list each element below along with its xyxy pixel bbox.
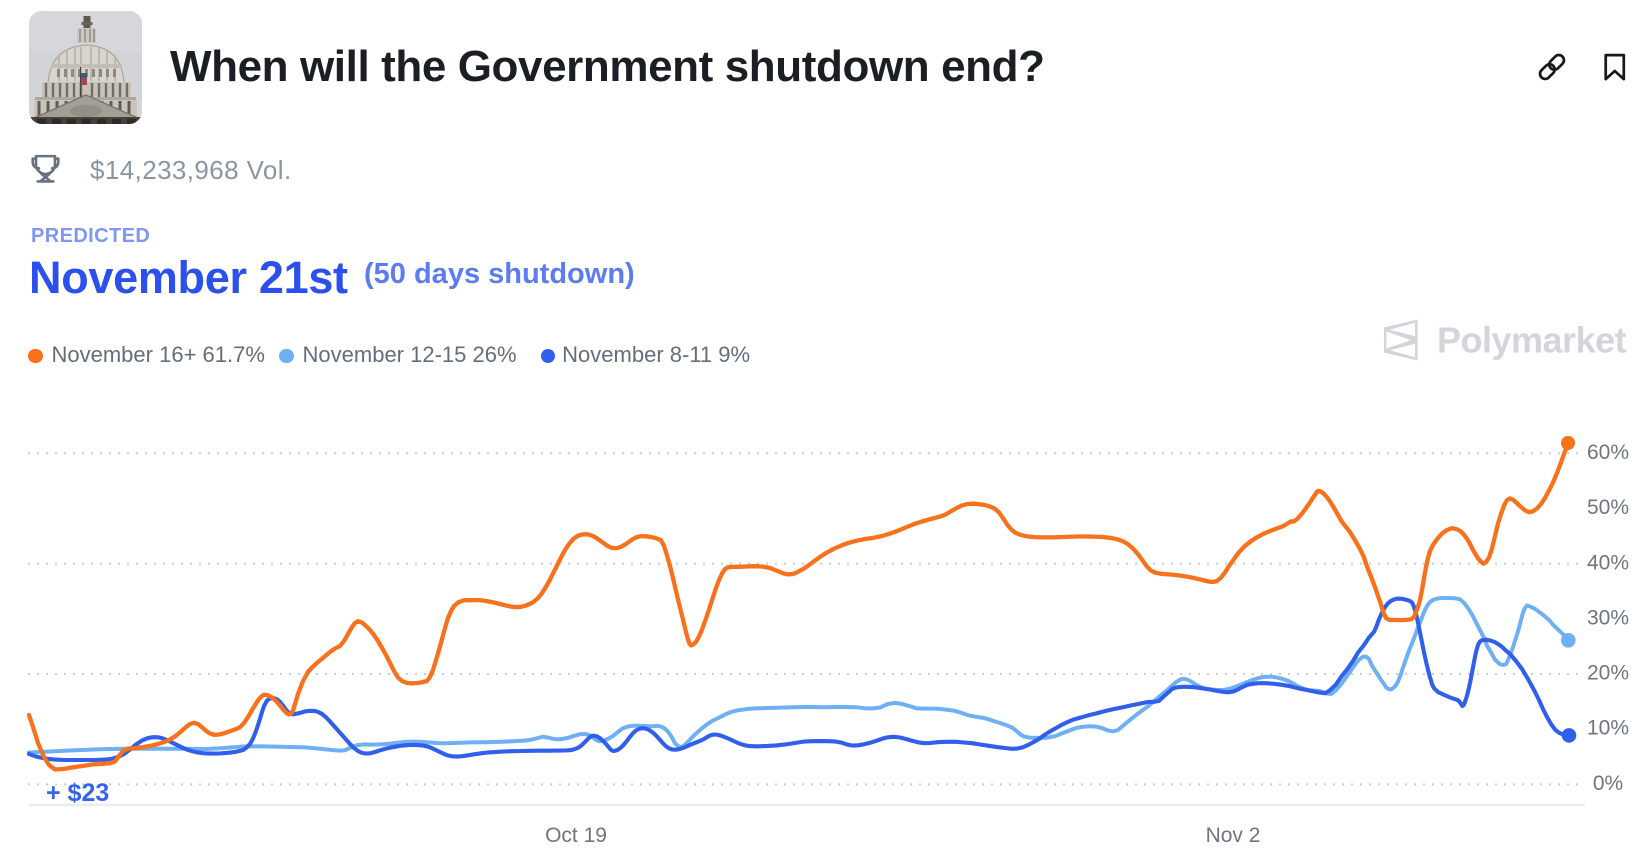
- svg-text:40%: 40%: [1587, 551, 1629, 574]
- svg-text:30%: 30%: [1587, 606, 1629, 629]
- svg-text:10%: 10%: [1587, 717, 1629, 740]
- svg-text:50%: 50%: [1587, 496, 1629, 519]
- svg-text:Oct 19: Oct 19: [545, 824, 607, 847]
- svg-text:+ $23: + $23: [46, 779, 109, 807]
- svg-text:60%: 60%: [1587, 441, 1629, 464]
- svg-text:Polymarket: Polymarket: [1437, 320, 1627, 361]
- svg-text:0%: 0%: [1593, 772, 1623, 795]
- svg-text:20%: 20%: [1587, 662, 1629, 685]
- svg-text:Nov 2: Nov 2: [1206, 824, 1261, 847]
